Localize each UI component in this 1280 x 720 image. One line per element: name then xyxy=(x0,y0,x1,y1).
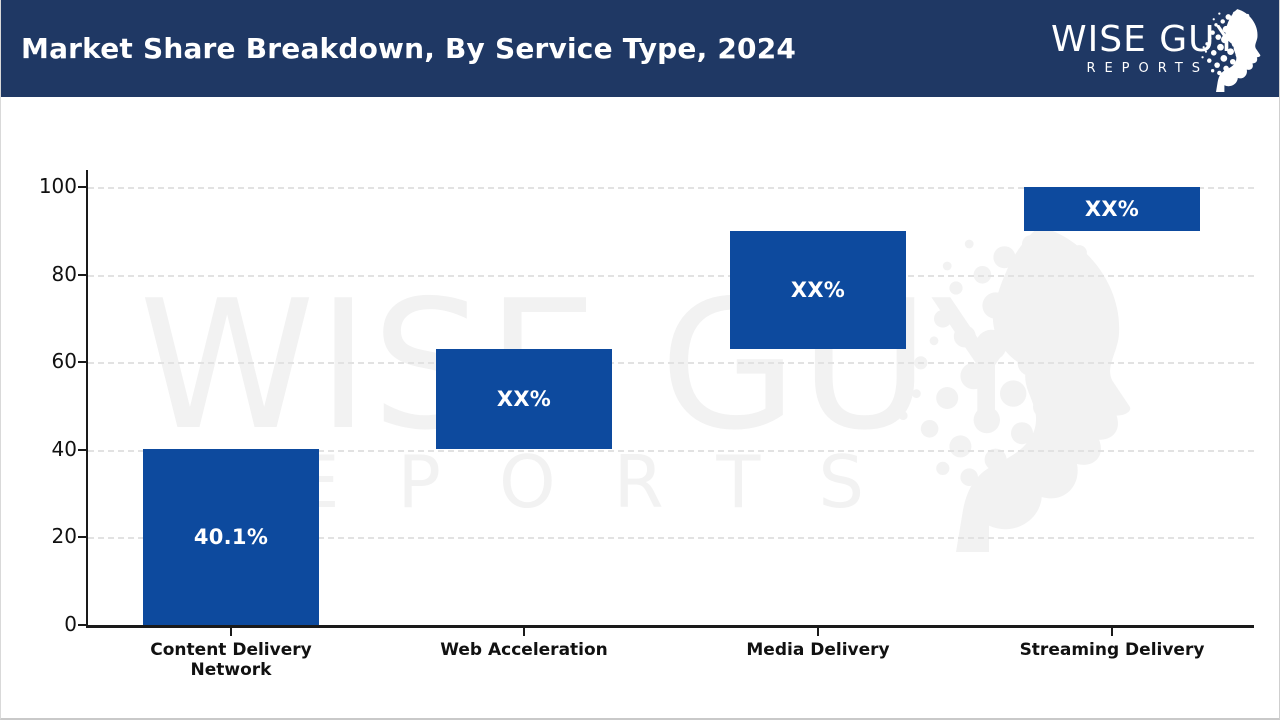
y-tick xyxy=(78,536,86,539)
logo-subtitle: REPORTS xyxy=(1086,61,1210,76)
category-label: Streaming Delivery xyxy=(1019,640,1205,660)
y-tick xyxy=(78,361,86,364)
y-tick-label: 0 xyxy=(64,612,77,636)
gridline xyxy=(88,449,1254,452)
x-tick xyxy=(230,628,232,636)
bar-value-label: XX% xyxy=(790,277,846,302)
y-tick-label: 80 xyxy=(51,261,77,286)
gridline xyxy=(88,187,1254,189)
bar-1: 40.1% xyxy=(143,449,319,625)
wiseguy-logo: WISE GUY REPORTS xyxy=(1023,6,1269,92)
category-label: Media Delivery xyxy=(746,640,890,660)
x-axis-line xyxy=(86,625,1254,628)
y-tick-label: 20 xyxy=(51,524,77,549)
gridline xyxy=(88,274,1254,277)
gridline xyxy=(88,362,1254,365)
bar-value-label: XX% xyxy=(496,387,552,412)
y-tick-label: 40 xyxy=(51,436,77,461)
y-tick-label: 60 xyxy=(51,349,77,374)
header-banner: Market Share Breakdown, By Service Type,… xyxy=(1,0,1279,97)
bar-value-label: XX% xyxy=(1084,196,1140,221)
gridline xyxy=(88,537,1254,540)
bar-4: XX% xyxy=(1024,187,1200,231)
y-tick xyxy=(78,186,86,188)
x-tick xyxy=(1111,628,1113,636)
category-label: Content Delivery Network xyxy=(150,640,312,681)
page-title: Market Share Breakdown, By Service Type,… xyxy=(21,32,797,65)
bar-2: XX% xyxy=(436,349,612,450)
y-tick xyxy=(78,273,86,276)
x-tick xyxy=(817,628,819,636)
category-label: Web Acceleration xyxy=(440,640,608,660)
x-tick xyxy=(523,628,525,636)
y-tick xyxy=(78,448,86,451)
bar-value-label: 40.1% xyxy=(193,525,269,550)
bar-3: XX% xyxy=(730,230,906,350)
y-tick xyxy=(78,624,86,626)
y-axis-line xyxy=(86,170,88,627)
y-tick-label: 100 xyxy=(38,174,77,198)
